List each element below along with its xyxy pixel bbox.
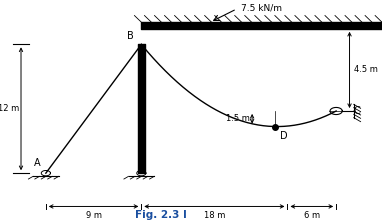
Text: C: C bbox=[353, 106, 360, 116]
Text: B: B bbox=[127, 31, 134, 41]
Text: 1.5 m: 1.5 m bbox=[226, 114, 250, 123]
Text: Fig. 2.3 I: Fig. 2.3 I bbox=[134, 210, 186, 220]
Text: D: D bbox=[280, 131, 287, 141]
Text: 9 m: 9 m bbox=[86, 211, 102, 220]
Text: 6 m: 6 m bbox=[304, 211, 320, 220]
Text: A: A bbox=[34, 158, 40, 168]
Text: 18 m: 18 m bbox=[204, 211, 225, 220]
Text: 4.5 m: 4.5 m bbox=[354, 65, 378, 74]
Text: 7.5 kN/m: 7.5 kN/m bbox=[241, 3, 282, 12]
Text: 12 m: 12 m bbox=[0, 104, 19, 113]
